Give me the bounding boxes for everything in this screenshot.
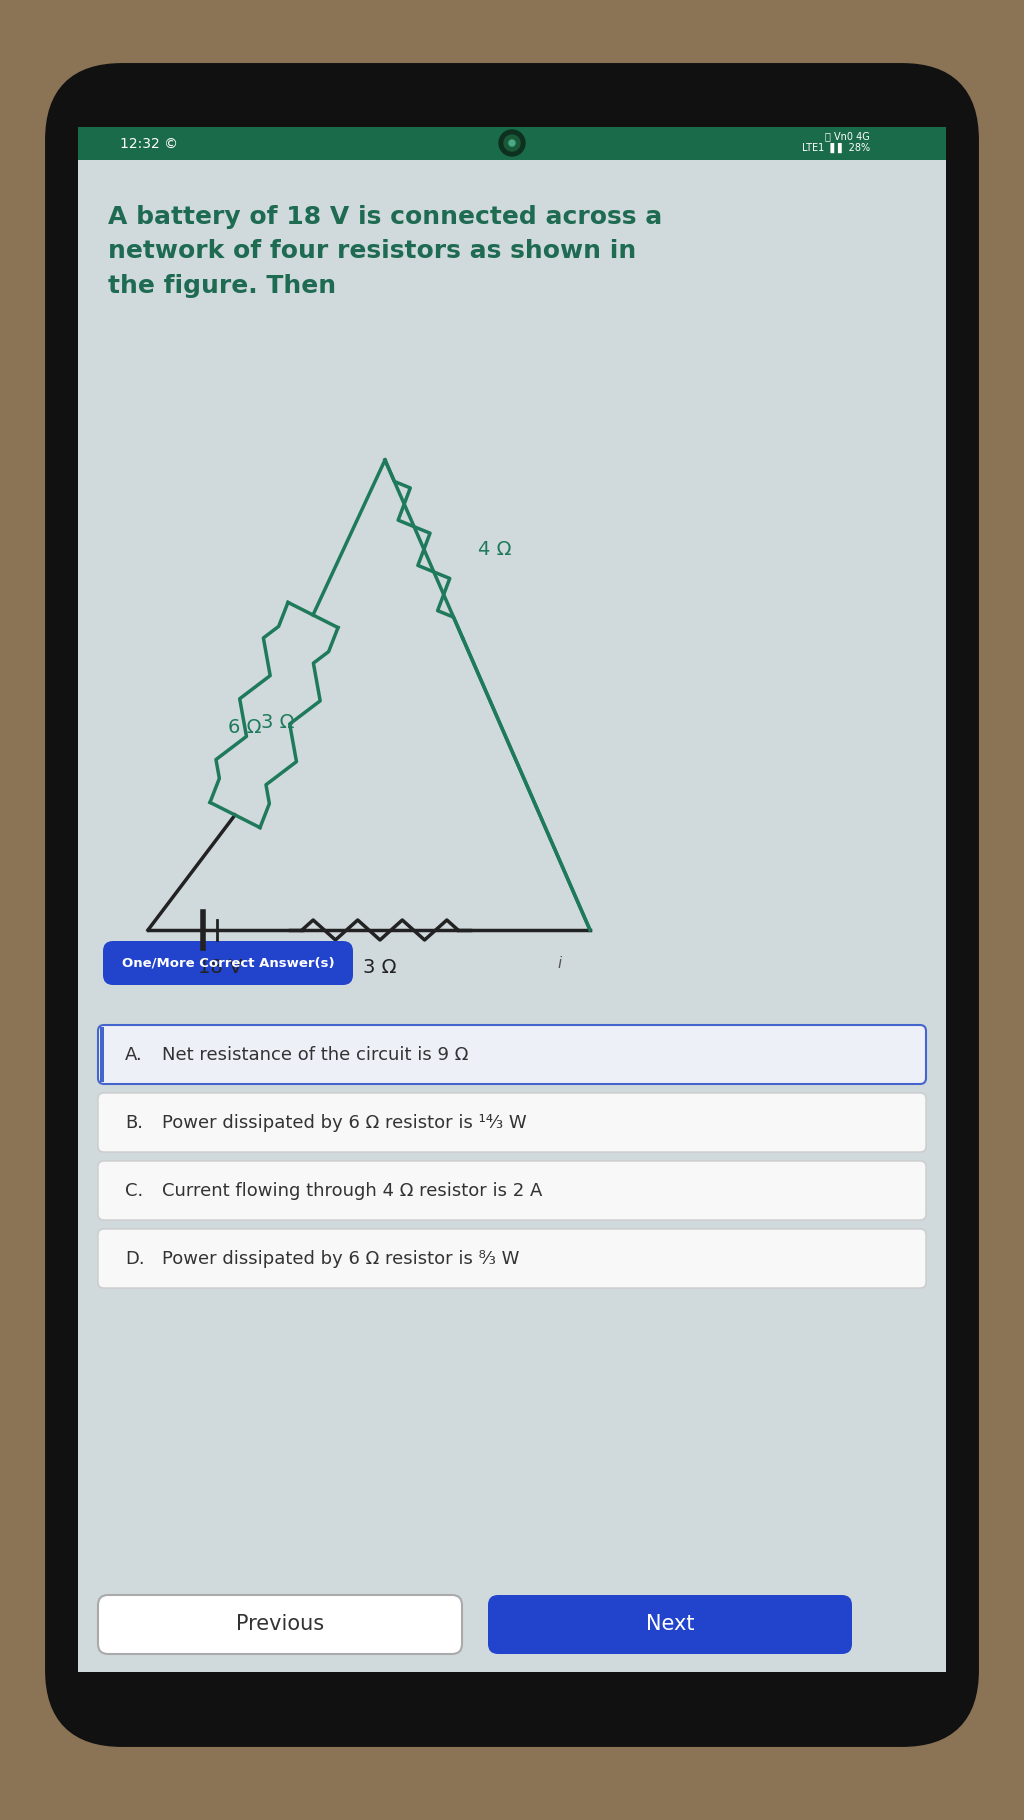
- Text: 3 Ω: 3 Ω: [261, 713, 295, 732]
- Bar: [78, 127, 946, 160]
- Text: Net resistance of the circuit is 9 Ω: Net resistance of the circuit is 9 Ω: [162, 1045, 468, 1063]
- FancyBboxPatch shape: [78, 127, 946, 1673]
- Text: B.: B.: [125, 1114, 143, 1132]
- Text: Previous: Previous: [236, 1614, 324, 1634]
- FancyBboxPatch shape: [78, 127, 946, 160]
- Text: Power dissipated by 6 Ω resistor is ¹⁴⁄₃ W: Power dissipated by 6 Ω resistor is ¹⁴⁄₃…: [162, 1114, 526, 1132]
- Text: 4 Ω: 4 Ω: [478, 541, 511, 559]
- Text: C.: C.: [125, 1181, 143, 1199]
- Text: 18 V: 18 V: [198, 957, 243, 977]
- FancyBboxPatch shape: [98, 1161, 926, 1219]
- Text: One/More Correct Answer(s): One/More Correct Answer(s): [122, 957, 334, 970]
- Bar: [100, 1026, 104, 1083]
- Circle shape: [509, 140, 515, 146]
- FancyBboxPatch shape: [98, 1594, 462, 1654]
- Circle shape: [499, 129, 525, 157]
- Text: D.: D.: [125, 1250, 144, 1267]
- Bar: [78, 160, 946, 1673]
- FancyBboxPatch shape: [488, 1594, 852, 1654]
- FancyBboxPatch shape: [103, 941, 353, 985]
- Text: Power dissipated by 6 Ω resistor is ⁸⁄₃ W: Power dissipated by 6 Ω resistor is ⁸⁄₃ …: [162, 1250, 519, 1267]
- Text: Next: Next: [646, 1614, 694, 1634]
- Text: Current flowing through 4 Ω resistor is 2 A: Current flowing through 4 Ω resistor is …: [162, 1181, 543, 1199]
- FancyBboxPatch shape: [52, 69, 972, 1740]
- FancyBboxPatch shape: [98, 1094, 926, 1152]
- Text: 12:32 ©: 12:32 ©: [120, 136, 178, 151]
- FancyBboxPatch shape: [98, 1025, 926, 1085]
- Text: i: i: [558, 956, 562, 970]
- Text: A.: A.: [125, 1045, 142, 1063]
- Text: 6 Ω: 6 Ω: [227, 719, 261, 737]
- Circle shape: [504, 135, 520, 151]
- Text: 🔔 Vn0 4G
LTE1  ▌▌ 28%: 🔔 Vn0 4G LTE1 ▌▌ 28%: [802, 131, 870, 153]
- Text: A battery of 18 V is connected across a
network of four resistors as shown in
th: A battery of 18 V is connected across a …: [108, 206, 663, 298]
- FancyBboxPatch shape: [98, 1228, 926, 1289]
- Text: 3 Ω: 3 Ω: [364, 957, 396, 977]
